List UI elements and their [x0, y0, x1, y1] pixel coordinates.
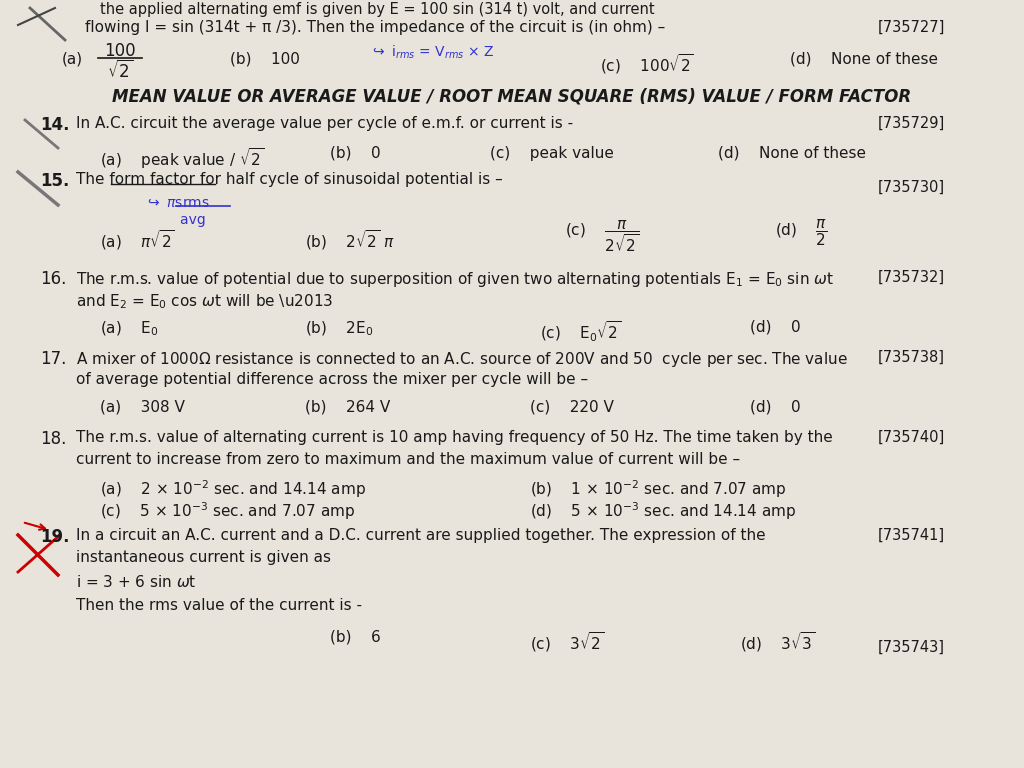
Text: (a)    E$_0$: (a) E$_0$ [100, 320, 159, 339]
Text: [735732]: [735732] [878, 270, 945, 285]
Text: instantaneous current is given as: instantaneous current is given as [76, 550, 331, 565]
Text: 15.: 15. [40, 172, 70, 190]
Text: (b)    264 V: (b) 264 V [305, 400, 390, 415]
Text: (c)    5 $\times$ 10$^{-3}$ sec. and 7.07 amp: (c) 5 $\times$ 10$^{-3}$ sec. and 7.07 a… [100, 500, 355, 521]
Text: and E$_2$ = E$_0$ cos $\omega$t will be \u2013: and E$_2$ = E$_0$ cos $\omega$t will be … [76, 292, 334, 311]
Text: Then the rms value of the current is -: Then the rms value of the current is - [76, 598, 362, 613]
Text: [735740]: [735740] [878, 430, 945, 445]
Text: The r.m.s. value of alternating current is 10 amp having frequency of 50 Hz. The: The r.m.s. value of alternating current … [76, 430, 833, 445]
Text: (d)    $3\sqrt{3}$: (d) $3\sqrt{3}$ [740, 630, 815, 654]
Text: current to increase from zero to maximum and the maximum value of current will b: current to increase from zero to maximum… [76, 452, 740, 467]
Text: (b)    2E$_0$: (b) 2E$_0$ [305, 320, 374, 339]
Text: i = 3 + 6 sin $\omega$t: i = 3 + 6 sin $\omega$t [76, 574, 197, 590]
Text: The r.m.s. value of potential due to superposition of given two alternating pote: The r.m.s. value of potential due to sup… [76, 270, 835, 289]
Text: (a): (a) [62, 52, 83, 67]
Text: In a circuit an A.C. current and a D.C. current are supplied together. The expre: In a circuit an A.C. current and a D.C. … [76, 528, 766, 543]
Text: (d)    0: (d) 0 [750, 400, 801, 415]
Text: (a)    308 V: (a) 308 V [100, 400, 185, 415]
Text: (a)    2 $\times$ 10$^{-2}$ sec. and 14.14 amp: (a) 2 $\times$ 10$^{-2}$ sec. and 14.14 … [100, 478, 366, 500]
Text: (d)    None of these: (d) None of these [790, 52, 938, 67]
Text: (c)    $100\sqrt{2}$: (c) $100\sqrt{2}$ [600, 52, 693, 76]
Text: 100: 100 [104, 42, 136, 60]
Text: $\sqrt{2}$: $\sqrt{2}$ [106, 60, 133, 82]
Text: A mixer of 1000$\Omega$ resistance is connected to an A.C. source of 200V and 50: A mixer of 1000$\Omega$ resistance is co… [76, 350, 848, 369]
Text: $\hookrightarrow$ $\pi$srms: $\hookrightarrow$ $\pi$srms [145, 196, 210, 210]
Text: [735730]: [735730] [878, 180, 945, 195]
Text: MEAN VALUE OR AVERAGE VALUE / ROOT MEAN SQUARE (RMS) VALUE / FORM FACTOR: MEAN VALUE OR AVERAGE VALUE / ROOT MEAN … [113, 88, 911, 106]
Text: (c)    peak value: (c) peak value [490, 146, 613, 161]
Text: (d)    None of these: (d) None of these [718, 146, 866, 161]
Text: the applied alternating emf is given by E = 100 sin (314 t) volt, and current: the applied alternating emf is given by … [100, 2, 654, 17]
Text: (d)    0: (d) 0 [750, 320, 801, 335]
Text: [735741]: [735741] [878, 528, 945, 543]
Text: (b)    $2\sqrt{2}\ \pi$: (b) $2\sqrt{2}\ \pi$ [305, 228, 395, 252]
Text: of average potential difference across the mixer per cycle will be –: of average potential difference across t… [76, 372, 588, 387]
Text: (b)    1 $\times$ 10$^{-2}$ sec. and 7.07 amp: (b) 1 $\times$ 10$^{-2}$ sec. and 7.07 a… [530, 478, 786, 500]
Text: (c)    $\dfrac{\pi}{2\sqrt{2}}$: (c) $\dfrac{\pi}{2\sqrt{2}}$ [565, 218, 639, 253]
Text: (b)    100: (b) 100 [230, 52, 300, 67]
Text: 18.: 18. [40, 430, 67, 448]
Text: 17.: 17. [40, 350, 67, 368]
Text: The form factor for half cycle of sinusoidal potential is –: The form factor for half cycle of sinuso… [76, 172, 503, 187]
Text: (b)    0: (b) 0 [330, 146, 381, 161]
Text: [735738]: [735738] [878, 350, 945, 365]
Text: In A.C. circuit the average value per cycle of e.m.f. or current is -: In A.C. circuit the average value per cy… [76, 116, 573, 131]
Text: (d)    5 $\times$ 10$^{-3}$ sec. and 14.14 amp: (d) 5 $\times$ 10$^{-3}$ sec. and 14.14 … [530, 500, 797, 521]
Text: 16.: 16. [40, 270, 67, 288]
Text: (b)    6: (b) 6 [330, 630, 381, 645]
Text: (a)    $\pi\sqrt{2}$: (a) $\pi\sqrt{2}$ [100, 228, 175, 252]
Text: [735727]: [735727] [878, 20, 945, 35]
Text: $\hookrightarrow$ i$_{rms}$ = V$_{rms}$ $\times$ Z: $\hookrightarrow$ i$_{rms}$ = V$_{rms}$ … [370, 44, 495, 61]
Text: flowing I = sin (314t + π /3). Then the impedance of the circuit is (in ohm) –: flowing I = sin (314t + π /3). Then the … [85, 20, 666, 35]
Text: 19.: 19. [40, 528, 70, 546]
Text: [735729]: [735729] [878, 116, 945, 131]
Text: (c)    220 V: (c) 220 V [530, 400, 613, 415]
Text: [735743]: [735743] [878, 640, 945, 655]
Text: 14.: 14. [40, 116, 70, 134]
Text: avg: avg [145, 213, 206, 227]
Text: (c)    E$_0\sqrt{2}$: (c) E$_0\sqrt{2}$ [540, 320, 622, 344]
Text: (c)    $3\sqrt{2}$: (c) $3\sqrt{2}$ [530, 630, 604, 654]
Text: (a)    peak value / $\sqrt{2}$: (a) peak value / $\sqrt{2}$ [100, 146, 264, 171]
Text: (d)    $\dfrac{\pi}{2}$: (d) $\dfrac{\pi}{2}$ [775, 218, 827, 248]
